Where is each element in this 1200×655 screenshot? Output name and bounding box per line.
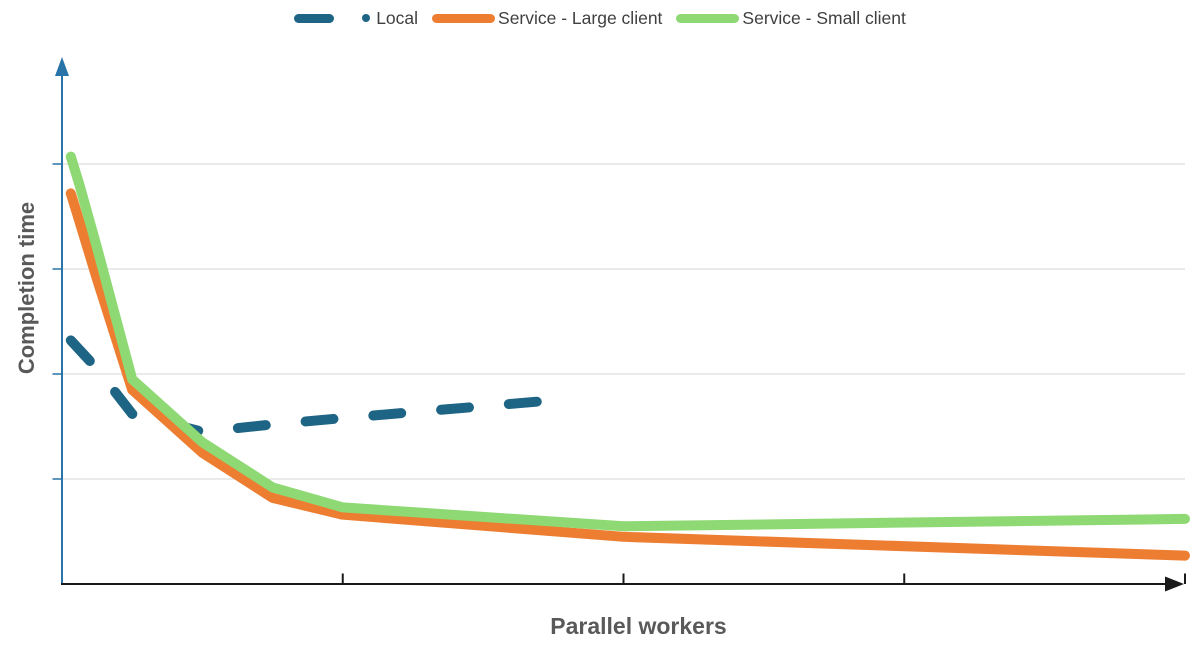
series-local <box>65 335 559 437</box>
legend-label-service-large: Service - Large client <box>498 7 663 28</box>
y-axis <box>52 57 69 584</box>
x-axis-title: Parallel workers <box>550 613 727 639</box>
y-axis-title: Completion time <box>14 201 39 375</box>
legend-label-service-small: Service - Small client <box>742 7 906 28</box>
x-axis <box>61 573 1186 592</box>
local-dash-swatch <box>294 13 335 23</box>
local-dot-swatch <box>362 14 371 22</box>
legend-item-service-small: Service - Small client <box>676 7 906 29</box>
legend-item-service-large: Service - Large client <box>432 8 662 29</box>
gridlines <box>63 163 1185 480</box>
legend-label-local: Local <box>376 7 419 28</box>
legend-item-local: Local <box>294 8 418 29</box>
chart-legend: Local Service - Large client Service - S… <box>0 4 1200 32</box>
series-service-small-client <box>65 151 1190 532</box>
service-large-line-swatch <box>432 13 496 23</box>
series-service-large-client <box>65 188 1190 561</box>
service-small-line-swatch <box>676 13 740 23</box>
